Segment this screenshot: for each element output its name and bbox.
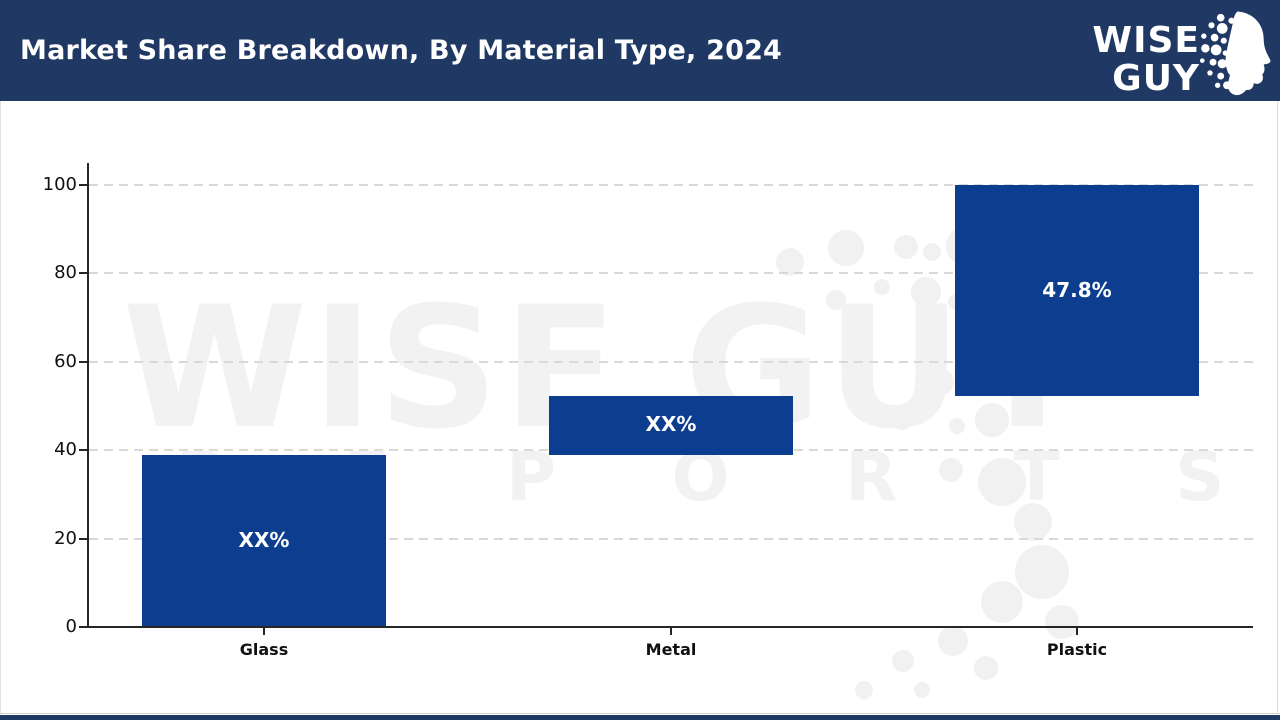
watermark-dot [911, 277, 941, 307]
x-category-label-glass: Glass [239, 640, 289, 659]
watermark-dot [975, 403, 1009, 437]
watermark-dot [974, 656, 998, 680]
watermark-dot [978, 458, 1026, 506]
watermark-dot [923, 243, 941, 261]
gridline-80 [89, 272, 1253, 275]
y-tick-label: 40 [54, 439, 77, 461]
watermark-dot [981, 581, 1023, 623]
wise-guy-reports-logo: WISE GUY R E P O R T S [1016, 8, 1271, 128]
watermark-dot [935, 326, 947, 338]
watermark-dot [1014, 503, 1052, 541]
x-category-label-metal: Metal [645, 640, 697, 659]
y-tick-mark [79, 626, 87, 628]
y-tick-mark [79, 272, 87, 275]
gridline-100 [89, 184, 1253, 186]
watermark-dot [828, 230, 864, 266]
footer-bar [0, 715, 1280, 720]
watermark-dot [874, 279, 890, 295]
dotted-face-profile-icon [1199, 11, 1271, 96]
watermark-dot [1015, 545, 1069, 599]
header-bar: Market Share Breakdown, By Material Type… [0, 0, 1280, 128]
bar-metal [549, 396, 793, 455]
chart-title: Market Share Breakdown, By Material Type… [20, 35, 783, 66]
y-tick-label: 100 [42, 174, 77, 195]
watermark-dot [1045, 605, 1079, 639]
bar-value-label: XX% [238, 527, 290, 552]
watermark-dot [892, 410, 912, 430]
watermark-dot [776, 248, 804, 276]
x-tick-mark [1076, 628, 1078, 635]
watermark-dot [826, 290, 846, 310]
watermark-dot [914, 682, 930, 698]
watermark-dot [928, 369, 954, 395]
bar-glass [142, 454, 386, 627]
y-tick-label: 0 [65, 616, 77, 637]
gridline-20 [89, 537, 1253, 540]
y-tick-mark [79, 360, 87, 363]
footer-divider [0, 713, 1280, 714]
x-axis-line [87, 626, 1253, 628]
watermark-dot [938, 626, 968, 656]
x-tick-mark [263, 628, 265, 635]
y-tick-label: 60 [54, 350, 77, 372]
watermark-dot [949, 418, 965, 434]
y-axis-line [87, 163, 89, 628]
watermark-dot [892, 650, 914, 672]
y-tick-mark [79, 537, 87, 540]
bar-value-label: XX% [645, 412, 697, 437]
watermark-dot [939, 458, 963, 482]
x-category-label-plastic: Plastic [1046, 640, 1108, 659]
y-tick-label: 20 [54, 527, 77, 549]
y-tick-mark [79, 449, 87, 452]
x-tick-mark [670, 628, 672, 635]
bar-plastic [955, 185, 1199, 397]
y-tick-mark [79, 184, 87, 186]
watermark-dot [894, 235, 918, 259]
logo-wordmark: WISE GUY [1092, 20, 1200, 99]
bar-value-label: 47.8% [1042, 277, 1112, 302]
gridline-60 [89, 360, 1253, 363]
watermark-dot [855, 681, 873, 699]
y-tick-label: 80 [54, 262, 77, 284]
